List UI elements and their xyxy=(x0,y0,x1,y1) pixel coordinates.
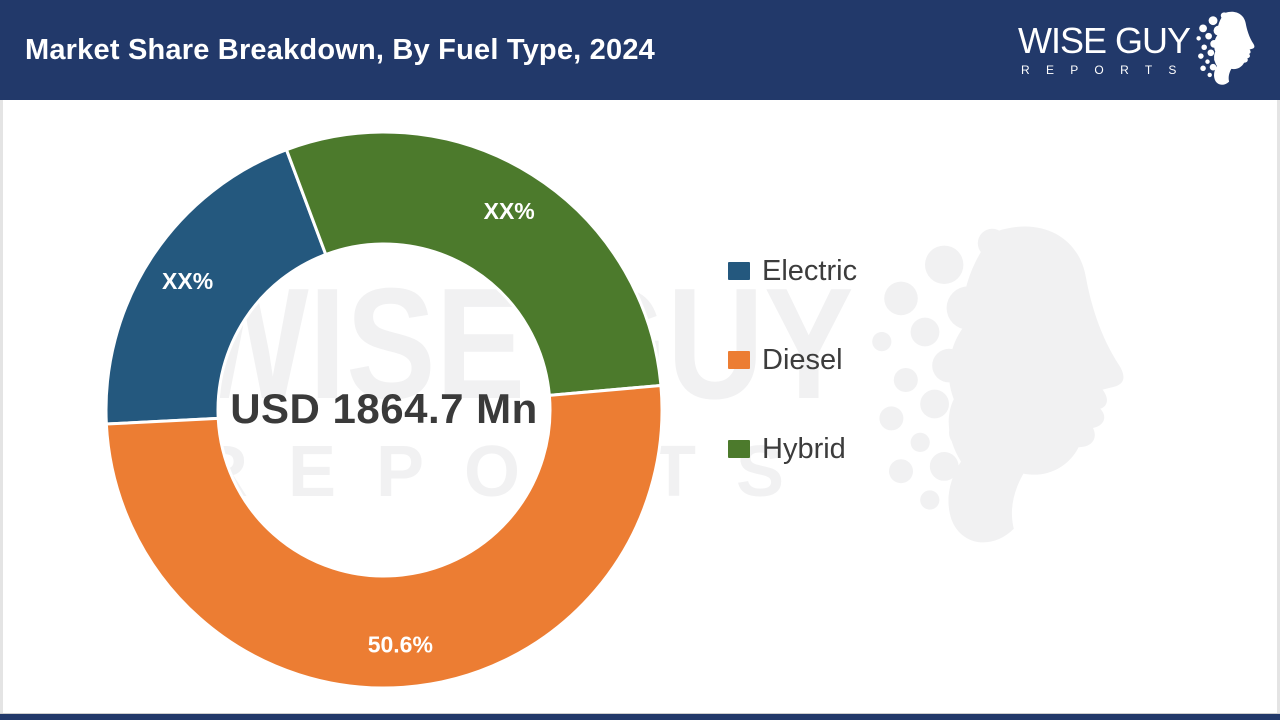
legend: Electric Diesel Hybrid xyxy=(728,256,857,523)
slice-label-electric: XX% xyxy=(162,268,213,294)
header-bar: Market Share Breakdown, By Fuel Type, 20… xyxy=(0,0,1280,100)
donut-center-value: USD 1864.7 Mn xyxy=(230,385,538,432)
content-border-right xyxy=(1277,100,1280,713)
legend-swatch-electric xyxy=(728,262,750,280)
footer-bar xyxy=(0,713,1280,720)
logo-subtitle: R E P O R T S xyxy=(1020,63,1183,77)
watermark-subtitle: REPORTS xyxy=(196,432,825,512)
legend-label-electric: Electric xyxy=(762,255,858,287)
legend-swatch-diesel xyxy=(728,351,750,369)
content-border-left xyxy=(0,100,3,713)
logo-head-profile-icon xyxy=(1196,11,1255,85)
legend-item-diesel[interactable]: Diesel xyxy=(728,345,857,375)
legend-item-hybrid[interactable]: Hybrid xyxy=(728,434,857,464)
legend-label-diesel: Diesel xyxy=(762,344,843,376)
page-title: Market Share Breakdown, By Fuel Type, 20… xyxy=(25,33,655,66)
donut-slice-hybrid[interactable] xyxy=(284,130,663,397)
donut-slice-electric[interactable] xyxy=(104,148,328,426)
donut-slice-diesel[interactable] xyxy=(104,383,664,690)
donut-chart: XX% XX% 50.6% xyxy=(104,130,664,690)
slice-label-hybrid: XX% xyxy=(484,198,535,224)
chart-area: WISE GUY REPORTS XX% XX% 50.6% USD 1864.7 … xyxy=(0,100,1280,713)
legend-item-electric[interactable]: Electric xyxy=(728,256,857,286)
legend-swatch-hybrid xyxy=(728,440,750,458)
slice-label-diesel: 50.6% xyxy=(368,631,433,657)
legend-label-hybrid: Hybrid xyxy=(762,433,846,465)
logo: WISE GUY R E P O R T S xyxy=(1018,8,1264,92)
logo-text: WISE GUY R E P O R T S xyxy=(1017,20,1191,78)
logo-wordmark: WISE GUY xyxy=(1017,20,1191,61)
watermark-head-profile-icon xyxy=(872,226,1124,543)
